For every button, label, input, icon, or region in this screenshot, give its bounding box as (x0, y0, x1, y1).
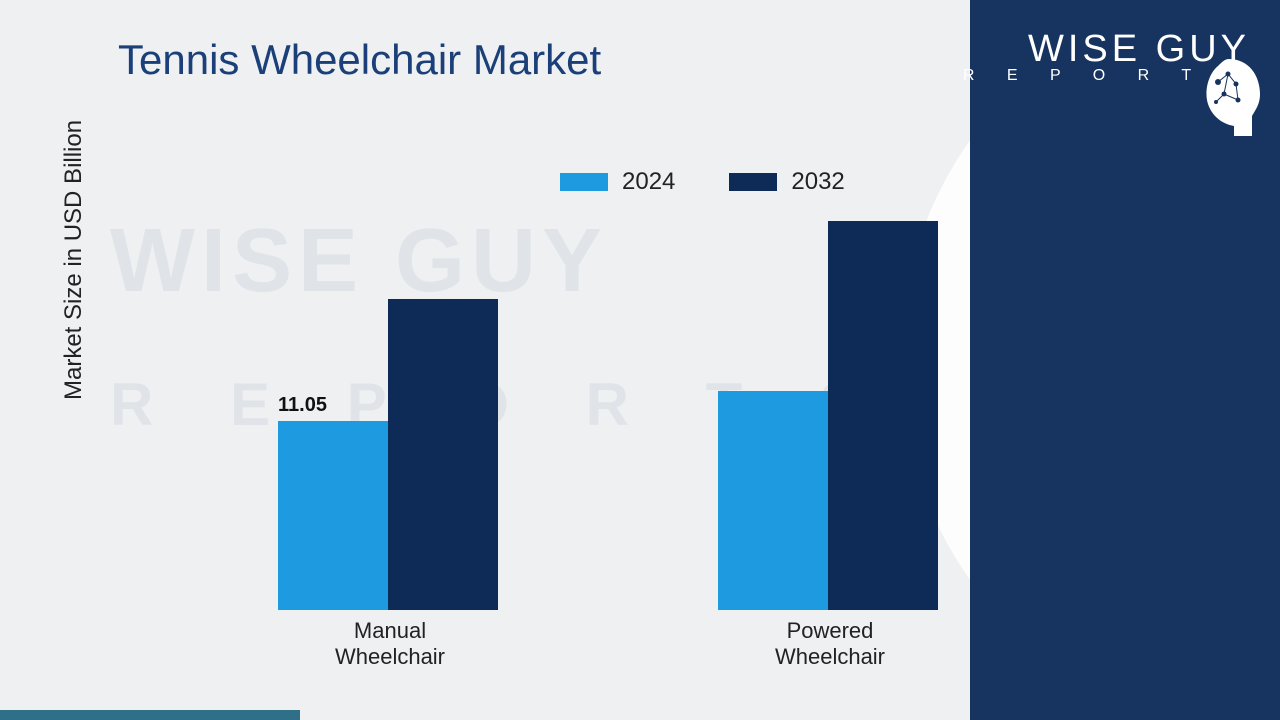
y-axis-label: Market Size in USD Billion (60, 120, 88, 400)
chart-title: Tennis Wheelchair Market (118, 36, 601, 84)
bar (718, 391, 828, 610)
brand-logo: WISE GUY R E P O R T S (963, 28, 1250, 85)
legend-swatch-2032 (729, 173, 777, 191)
bottom-strip (0, 710, 300, 720)
legend-swatch-2024 (560, 173, 608, 191)
category-label: ManualWheelchair (270, 618, 510, 671)
bars (710, 200, 950, 610)
bar-group: 11.05ManualWheelchair (270, 200, 510, 610)
legend-item-2024: 2024 (560, 168, 675, 196)
category-label: PoweredWheelchair (710, 618, 950, 671)
bar-value-label: 11.05 (278, 394, 327, 417)
brand-head-icon (1194, 54, 1264, 144)
legend-label-2024: 2024 (622, 168, 675, 196)
bars: 11.05 (270, 200, 510, 610)
bar (388, 299, 498, 610)
bar (278, 421, 388, 610)
legend-item-2032: 2032 (729, 168, 844, 196)
bar-group: PoweredWheelchair (710, 200, 950, 610)
legend-label-2032: 2032 (791, 168, 844, 196)
plot-area: 11.05ManualWheelchair PoweredWheelchair (130, 200, 960, 610)
legend: 2024 2032 (560, 168, 845, 196)
bar (828, 221, 938, 611)
chart-stage: WISE GUY R E P O R T S WISE GUY R E P O … (0, 0, 1280, 720)
